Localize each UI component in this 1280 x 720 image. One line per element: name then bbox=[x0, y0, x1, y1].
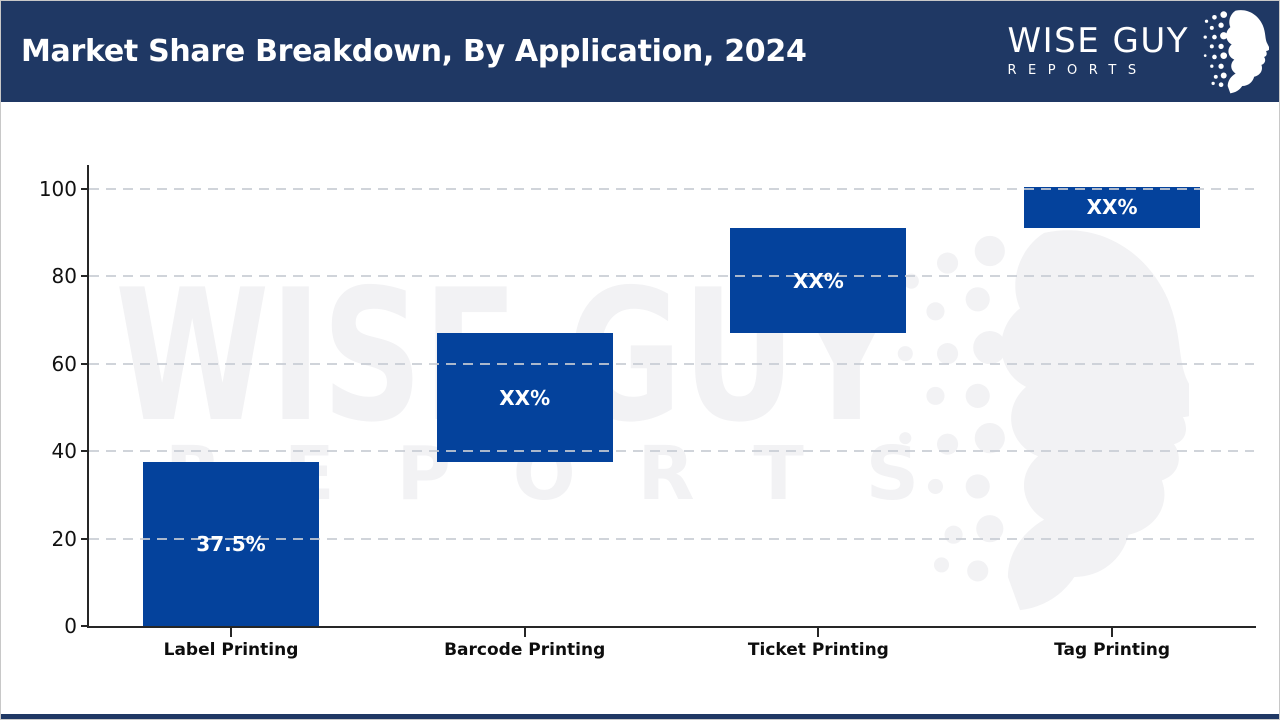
watermark-head-icon bbox=[897, 230, 1189, 611]
logo-wordmark: WISE GUY bbox=[1007, 21, 1189, 62]
gridline-40 bbox=[89, 450, 1254, 453]
footer-bar bbox=[1, 714, 1279, 719]
x-axis-tick bbox=[230, 628, 232, 637]
bar-ticket-printing bbox=[730, 228, 907, 334]
y-axis-tick-label: 40 bbox=[51, 439, 77, 464]
y-axis-tick bbox=[81, 275, 88, 278]
y-axis-tick bbox=[81, 187, 88, 190]
y-axis-tick bbox=[81, 537, 88, 540]
y-axis-tick-label: 0 bbox=[64, 614, 77, 638]
header-bar: Market Share Breakdown, By Application, … bbox=[1, 1, 1279, 102]
bar-label-printing bbox=[143, 462, 319, 626]
y-axis-tick-label: 100 bbox=[38, 176, 77, 201]
y-axis-tick bbox=[81, 362, 88, 365]
y-axis-tick-label: 60 bbox=[51, 351, 77, 376]
y-axis-tick bbox=[81, 625, 88, 627]
page-title: Market Share Breakdown, By Application, … bbox=[21, 34, 807, 69]
y-axis-tick bbox=[81, 450, 88, 453]
x-axis-tick bbox=[523, 628, 526, 637]
y-axis-tick-label: 80 bbox=[51, 264, 77, 289]
y-axis-tick-label: 20 bbox=[51, 526, 77, 551]
x-axis-line bbox=[87, 626, 1256, 628]
category-label: Label Printing bbox=[163, 640, 299, 660]
gridline-60 bbox=[89, 362, 1254, 365]
gridline-80 bbox=[89, 275, 1254, 278]
category-label: Ticket Printing bbox=[747, 640, 889, 660]
gridline-100 bbox=[89, 187, 1254, 190]
logo-subtitle: REPORTS bbox=[1007, 62, 1148, 78]
dotted-head-icon bbox=[1203, 10, 1269, 94]
bar-tag-printing bbox=[1024, 186, 1201, 229]
category-label: Tag Printing bbox=[1054, 640, 1171, 660]
gridline-20 bbox=[89, 537, 1254, 540]
wise-guy-reports-logo: WISE GUY REPORTS bbox=[1007, 8, 1269, 94]
y-axis-line bbox=[87, 165, 89, 628]
bar-barcode-printing bbox=[436, 333, 613, 463]
category-label: Barcode Printing bbox=[444, 640, 606, 660]
x-axis-tick bbox=[1111, 628, 1114, 637]
x-axis-tick bbox=[817, 628, 820, 637]
logo-text: WISE GUY REPORTS bbox=[1007, 21, 1189, 78]
